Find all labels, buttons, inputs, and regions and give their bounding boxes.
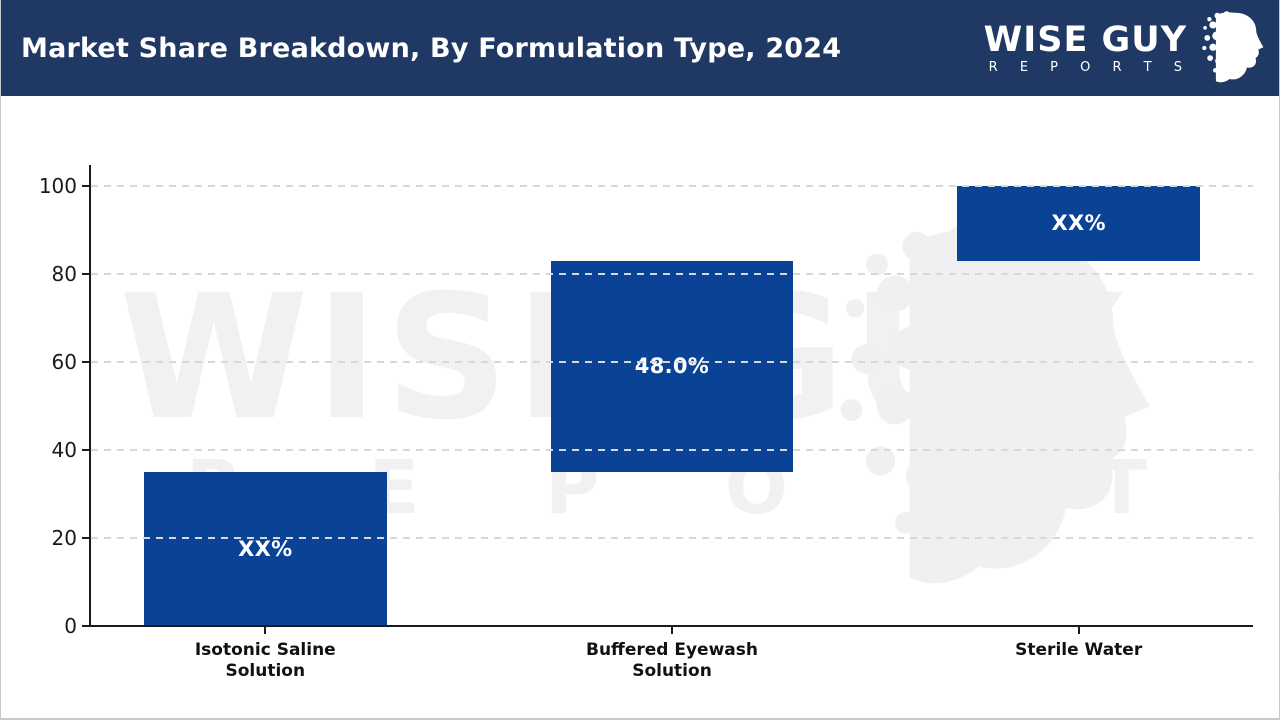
y-tick-mark [82,449,89,451]
gridline-y-100 [91,185,1253,187]
brand-name: WISE GUY [983,19,1188,60]
x-category-label: Buffered Eyewash Solution [586,640,758,681]
y-tick-label: 0 [64,614,77,638]
brand-logo-text: WISE GUY R E P O R T S [980,22,1191,75]
gridline-y-80 [91,273,1253,275]
bar-segment: 48.0% [550,260,794,472]
y-tick-label: 100 [38,174,77,198]
bar-segment: XX% [143,472,387,626]
x-tick-mark [1077,627,1080,634]
x-tick-mark [671,627,673,634]
y-tick-mark [82,273,89,275]
y-tick-label: 40 [51,438,77,462]
plot-area: XX% 48.0% XX% [91,165,1253,626]
x-axis-spine [89,625,1253,627]
y-tick-mark [82,361,89,363]
y-tick-mark [82,185,89,187]
bar-value-label: XX% [238,537,293,561]
y-tick-mark [82,625,89,627]
wiseguy-face-icon [1202,11,1264,83]
bar-value-label: 48.0% [634,354,710,379]
gridline-y-60 [91,361,1253,363]
header-band: Market Share Breakdown, By Formulation T… [1,0,1279,96]
gridline-y-20 [91,537,1253,539]
x-category-label: Isotonic Saline Solution [194,640,336,681]
x-category-label: Sterile Water [1015,640,1143,660]
y-tick-mark [82,537,89,539]
x-tick-mark [264,627,267,634]
y-tick-label: 80 [51,262,77,286]
chart-title: Market Share Breakdown, By Formulation T… [21,32,842,64]
bar-value-label: XX% [1051,211,1106,236]
y-tick-label: 60 [51,350,77,374]
brand-subtitle: R E P O R T S [988,59,1191,75]
gridline-y-40 [91,449,1253,451]
y-axis-spine [89,165,91,627]
bar-segment: XX% [957,186,1201,261]
brand-logo: WISE GUY R E P O R T S [980,8,1279,88]
y-tick-label: 20 [51,526,77,550]
